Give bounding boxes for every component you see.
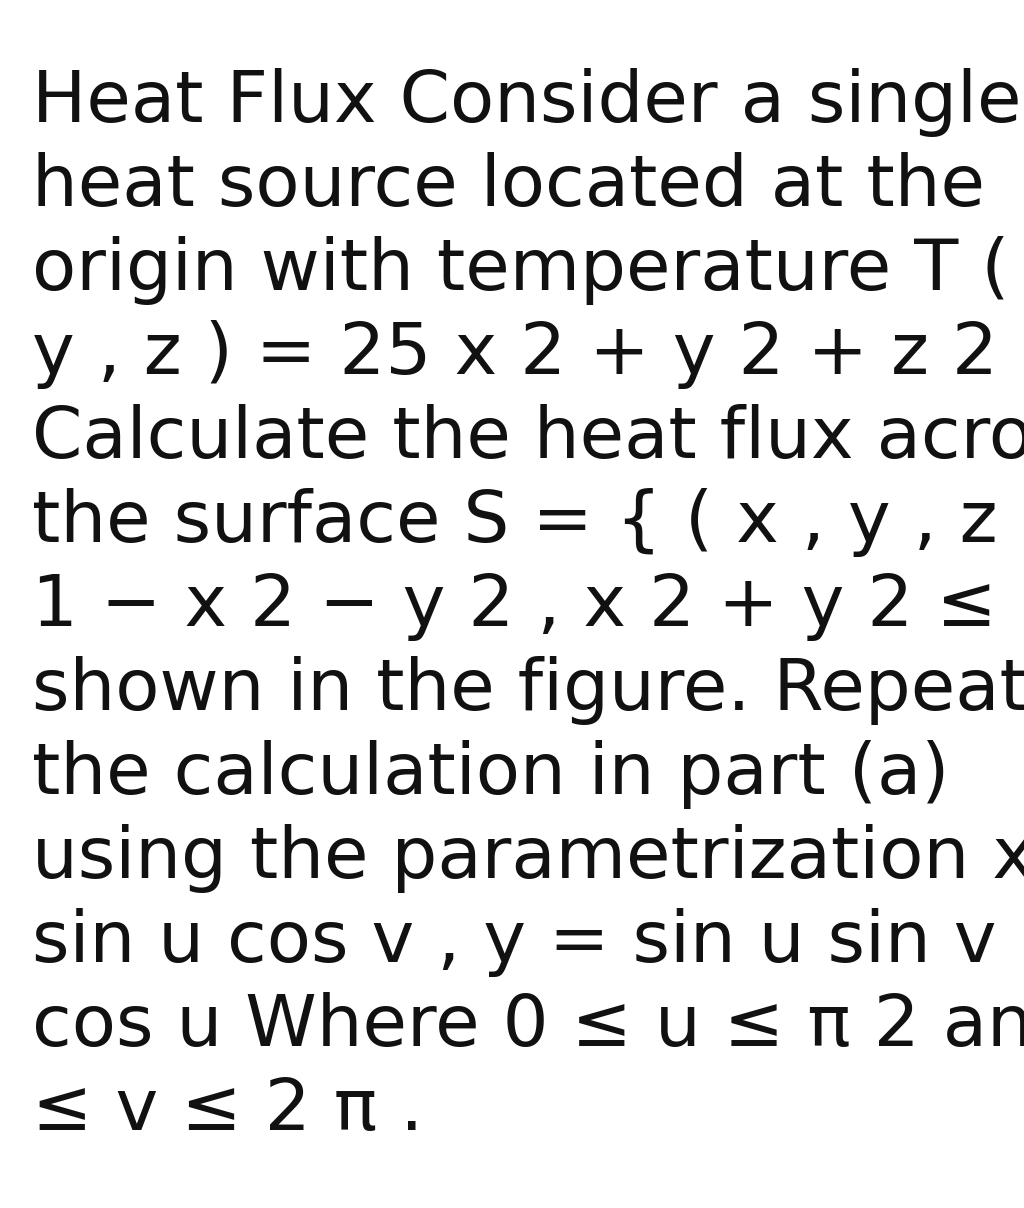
Text: using the parametrization x =: using the parametrization x = xyxy=(32,824,1024,893)
Text: 1 − x 2 − y 2 , x 2 + y 2 ≤ 1 } as: 1 − x 2 − y 2 , x 2 + y 2 ≤ 1 } as xyxy=(32,573,1024,641)
Text: the surface S = { ( x , y , z ) : z =: the surface S = { ( x , y , z ) : z = xyxy=(32,488,1024,557)
Text: heat source located at the: heat source located at the xyxy=(32,152,985,221)
Text: shown in the figure. Repeat: shown in the figure. Repeat xyxy=(32,656,1024,725)
Text: sin u cos v , y = sin u sin v , z =: sin u cos v , y = sin u sin v , z = xyxy=(32,908,1024,977)
Text: y , z ) = 25 x 2 + y 2 + z 2: y , z ) = 25 x 2 + y 2 + z 2 xyxy=(32,320,998,389)
Text: Heat Flux Consider a single: Heat Flux Consider a single xyxy=(32,68,1022,137)
Text: the calculation in part (a): the calculation in part (a) xyxy=(32,741,949,809)
Text: Calculate the heat flux across: Calculate the heat flux across xyxy=(32,403,1024,474)
Text: origin with temperature T ( x ,: origin with temperature T ( x , xyxy=(32,236,1024,304)
Text: cos u Where 0 ≤ u ≤ π 2 and 0: cos u Where 0 ≤ u ≤ π 2 and 0 xyxy=(32,992,1024,1061)
Text: ≤ v ≤ 2 π .: ≤ v ≤ 2 π . xyxy=(32,1076,423,1145)
